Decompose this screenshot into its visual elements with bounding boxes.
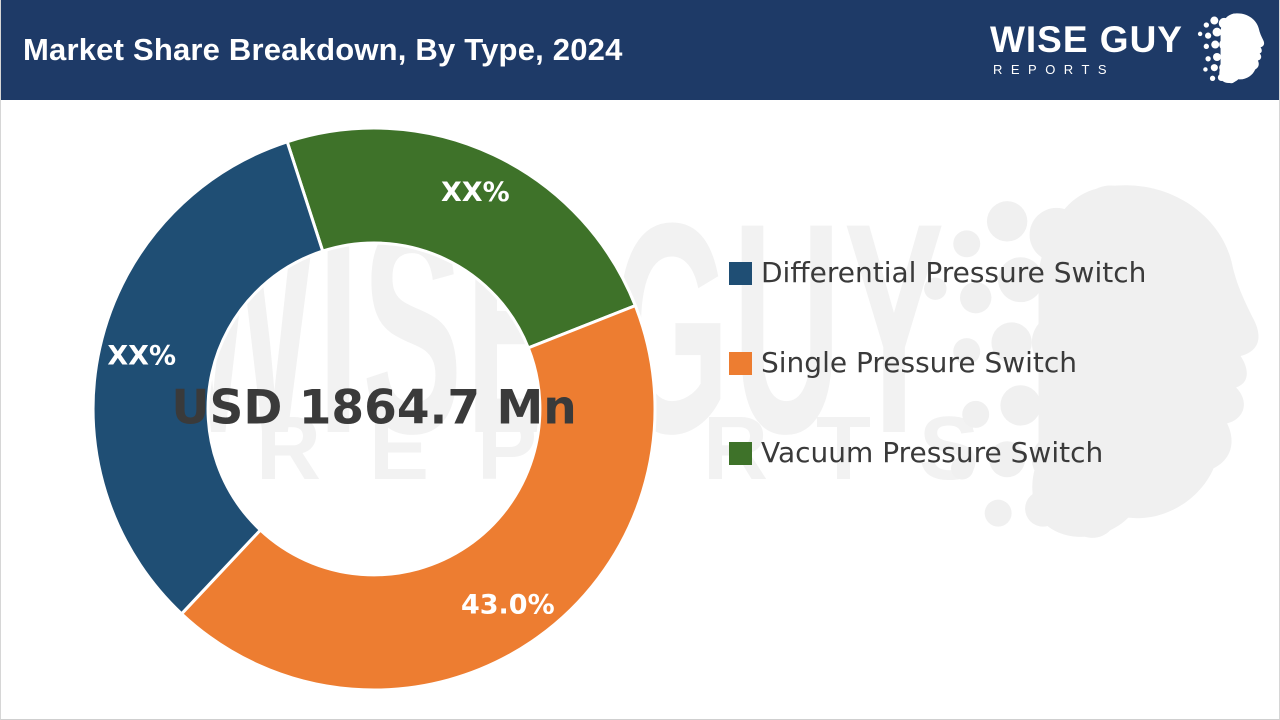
- legend-label: Vacuum Pressure Switch: [761, 436, 1104, 469]
- logo-face-icon: [1197, 13, 1265, 84]
- legend-swatch-green: [729, 441, 752, 465]
- logo-text: WISE GUY REPORTS: [990, 21, 1183, 77]
- logo-wiseguy-text: WISE GUY: [989, 19, 1183, 60]
- header-bar: Market Share Breakdown, By Type, 2024 WI…: [1, 0, 1279, 100]
- legend-item-single-pressure-switch[interactable]: Single Pressure Switch: [729, 349, 1146, 377]
- legend-label: Differential Pressure Switch: [761, 256, 1147, 289]
- legend-item-vacuum-pressure-switch[interactable]: Vacuum Pressure Switch: [729, 439, 1146, 467]
- donut-center-value: USD 1864.7 Mn: [171, 380, 577, 436]
- legend-label: Single Pressure Switch: [761, 346, 1078, 379]
- chart-legend: Differential Pressure Switch Single Pres…: [729, 259, 1146, 467]
- donut-slice-differential-pressure-switch[interactable]: [91, 140, 325, 616]
- logo-reports-text: REPORTS: [992, 62, 1116, 77]
- donut-slice-single-pressure-switch[interactable]: [180, 304, 657, 692]
- legend-swatch-blue: [729, 261, 752, 285]
- wise-guy-reports-logo: WISE GUY REPORTS: [990, 8, 1265, 90]
- donut-slice-vacuum-pressure-switch[interactable]: [285, 126, 637, 350]
- page-title: Market Share Breakdown, By Type, 2024: [23, 32, 623, 67]
- legend-swatch-orange: [729, 351, 752, 375]
- legend-item-differential-pressure-switch[interactable]: Differential Pressure Switch: [729, 259, 1146, 287]
